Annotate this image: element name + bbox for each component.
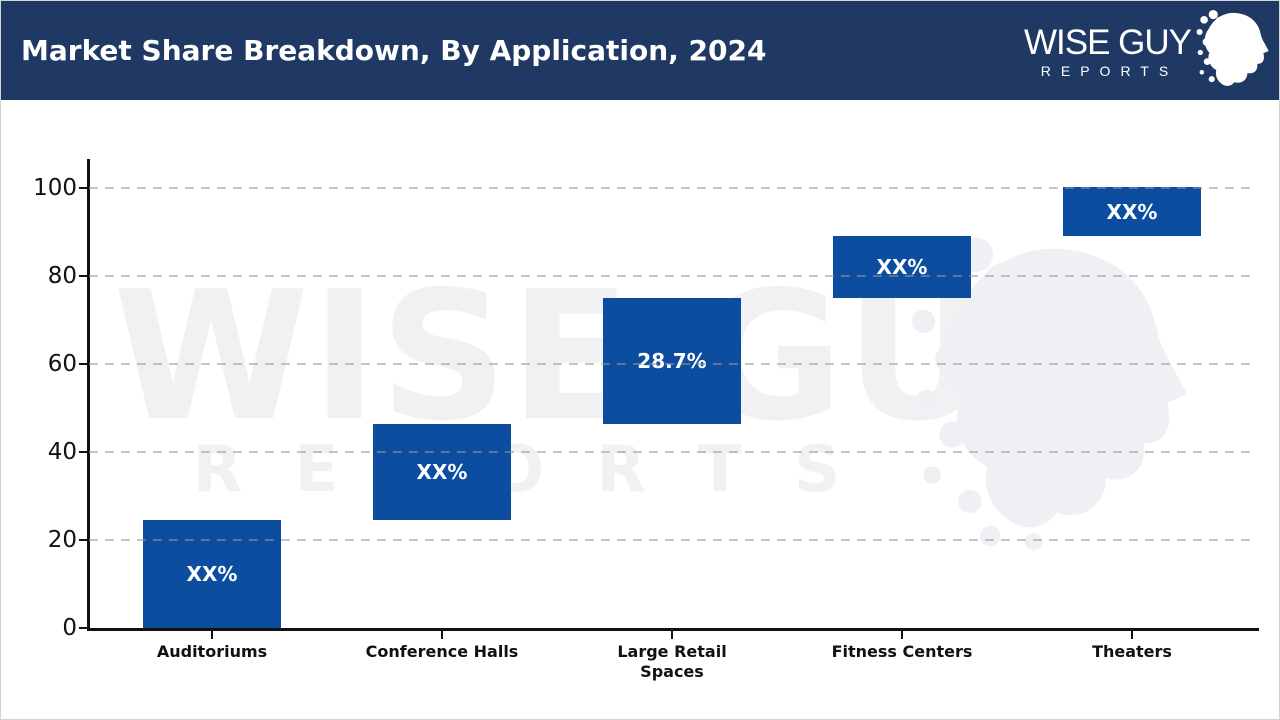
y-tick-label-40: 40: [47, 439, 77, 465]
bar-value-label: XX%: [876, 254, 928, 279]
bar-conference-halls: XX%: [373, 424, 511, 520]
brand-head-dots-icon: [1196, 9, 1269, 86]
x-category-label-conference-halls: Conference Halls: [365, 642, 519, 661]
x-category-label-fitness-centers: Fitness Centers: [831, 642, 973, 661]
bar-fitness-centers: XX%: [833, 235, 971, 298]
x-tick-large-retail-spaces: [671, 631, 673, 639]
y-tick-40: [79, 451, 87, 453]
y-axis-line: [87, 159, 90, 631]
x-category-label-auditoriums: Auditoriums: [156, 642, 268, 661]
x-tick-theaters: [1131, 631, 1133, 639]
y-tick-label-0: 0: [62, 615, 77, 641]
y-tick-100: [79, 187, 87, 189]
gridline-80: [89, 275, 1257, 277]
header-bar: Market Share Breakdown, By Application, …: [1, 1, 1279, 100]
bar-value-label: 28.7%: [637, 349, 707, 374]
x-tick-auditoriums: [211, 631, 213, 639]
bar-value-label: XX%: [186, 561, 238, 586]
y-tick-label-60: 60: [47, 351, 77, 377]
y-tick-0: [79, 627, 87, 629]
brand-logo: WISE GUY REPORTS: [1024, 8, 1271, 94]
x-category-label-theaters: Theaters: [1092, 642, 1172, 661]
gridline-40: [89, 451, 1257, 453]
y-tick-label-80: 80: [47, 263, 77, 289]
x-axis-line: [87, 628, 1259, 631]
x-category-label-large-retail-spaces: Large Retail Spaces: [617, 642, 727, 681]
y-tick-80: [79, 275, 87, 277]
brand-subname: REPORTS: [1040, 62, 1179, 79]
bar-large-retail-spaces: 28.7%: [603, 298, 741, 425]
gridline-20: [89, 539, 1257, 541]
page-title: Market Share Breakdown, By Application, …: [21, 34, 767, 67]
x-tick-fitness-centers: [901, 631, 903, 639]
bar-value-label: XX%: [416, 460, 468, 484]
gridline-100: [89, 187, 1257, 189]
gridline-60: [89, 363, 1257, 365]
brand-logo-text: WISE GUY REPORTS: [1023, 22, 1192, 79]
bar-auditoriums: XX%: [143, 519, 281, 628]
y-tick-label-100: 100: [33, 175, 77, 201]
y-tick-20: [79, 539, 87, 541]
brand-name: WISE GUY: [1023, 22, 1192, 62]
y-tick-label-20: 20: [47, 527, 77, 553]
bar-theaters: XX%: [1063, 187, 1201, 236]
x-tick-conference-halls: [441, 631, 443, 639]
y-tick-60: [79, 363, 87, 365]
bar-value-label: XX%: [1106, 199, 1158, 224]
